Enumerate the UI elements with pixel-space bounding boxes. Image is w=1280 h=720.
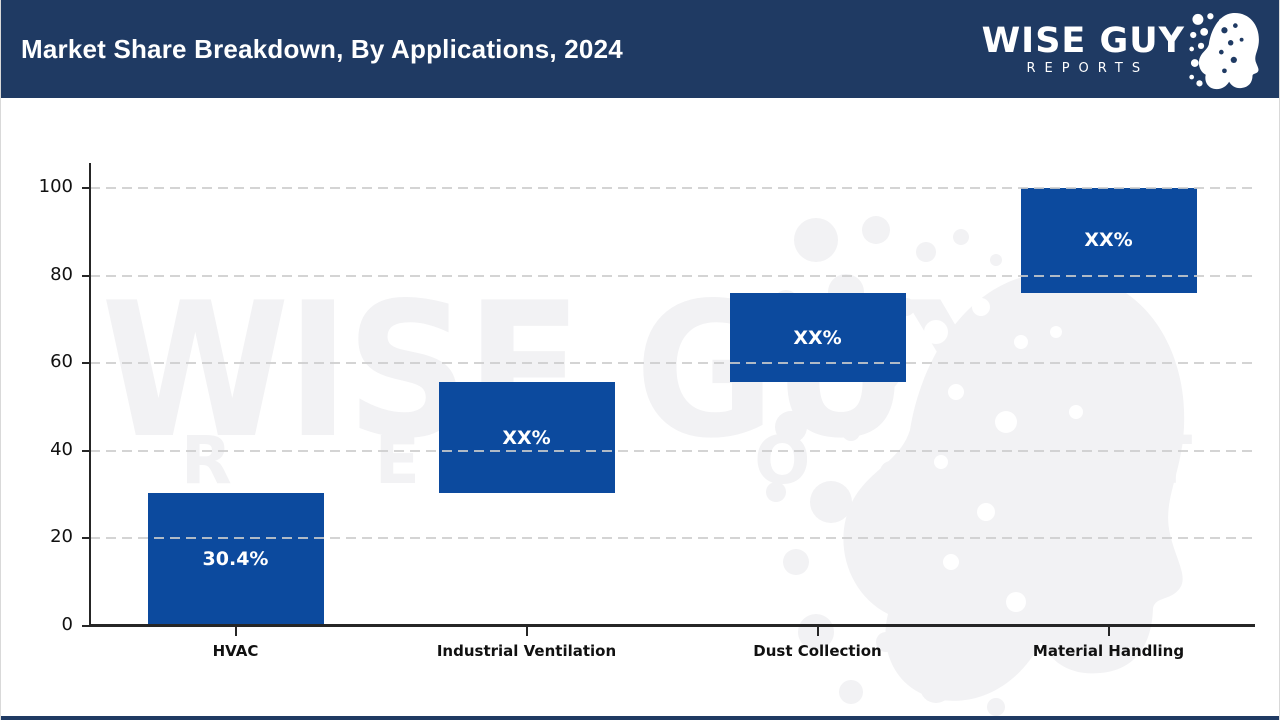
x-axis-label: Material Handling <box>1032 642 1185 660</box>
gridline <box>90 187 1254 189</box>
x-tick-mark <box>816 627 819 636</box>
page-title: Market Share Breakdown, By Applications,… <box>21 33 623 64</box>
gridline <box>90 537 1254 540</box>
y-tick-label: 0 <box>61 614 73 635</box>
gridline <box>90 362 1254 365</box>
y-tick-label: 40 <box>50 438 73 460</box>
gridline <box>90 449 1254 452</box>
watermark-face-dots-graphic <box>765 216 1185 716</box>
y-tick-mark <box>82 362 90 365</box>
y-tick-label: 60 <box>50 351 73 373</box>
y-tick-mark <box>82 625 90 627</box>
y-tick-label: 100 <box>38 176 73 197</box>
bar-value-label: 30.4% <box>202 548 269 571</box>
y-axis-line <box>89 163 91 627</box>
y-tick-mark <box>82 187 90 189</box>
x-axis-label: HVAC <box>212 642 259 660</box>
x-tick-mark <box>234 627 237 636</box>
y-tick-label: 20 <box>50 526 73 548</box>
bar-industrial-ventilation: XX% <box>438 382 615 493</box>
y-tick-mark <box>82 537 90 540</box>
bar-value-label: XX% <box>502 426 551 449</box>
bar-value-label: XX% <box>793 326 842 349</box>
logo-wordmark: WISE GUY <box>981 20 1185 61</box>
x-tick-mark <box>525 627 528 636</box>
y-tick-mark <box>82 449 90 452</box>
x-axis-line <box>89 624 1255 627</box>
logo-face-icon <box>1189 13 1259 90</box>
header-bar: Market Share Breakdown, By Applications,… <box>1 0 1279 98</box>
bar-value-label: XX% <box>1084 229 1133 252</box>
bar-dust-collection: XX% <box>729 292 906 383</box>
logo-subtitle: REPORTS <box>1026 61 1150 77</box>
bar-material-handling: XX% <box>1020 188 1197 293</box>
y-tick-mark <box>82 274 90 277</box>
footer-accent-line <box>1 716 1279 720</box>
brand-logo: WISE GUY REPORTS <box>982 8 1265 90</box>
gridline <box>90 274 1254 277</box>
bar-hvac: 30.4% <box>147 492 324 626</box>
x-axis-label: Dust Collection <box>753 642 882 660</box>
y-tick-label: 80 <box>50 263 73 285</box>
x-axis-label: Industrial Ventilation <box>436 642 617 660</box>
x-tick-mark <box>1107 627 1110 636</box>
